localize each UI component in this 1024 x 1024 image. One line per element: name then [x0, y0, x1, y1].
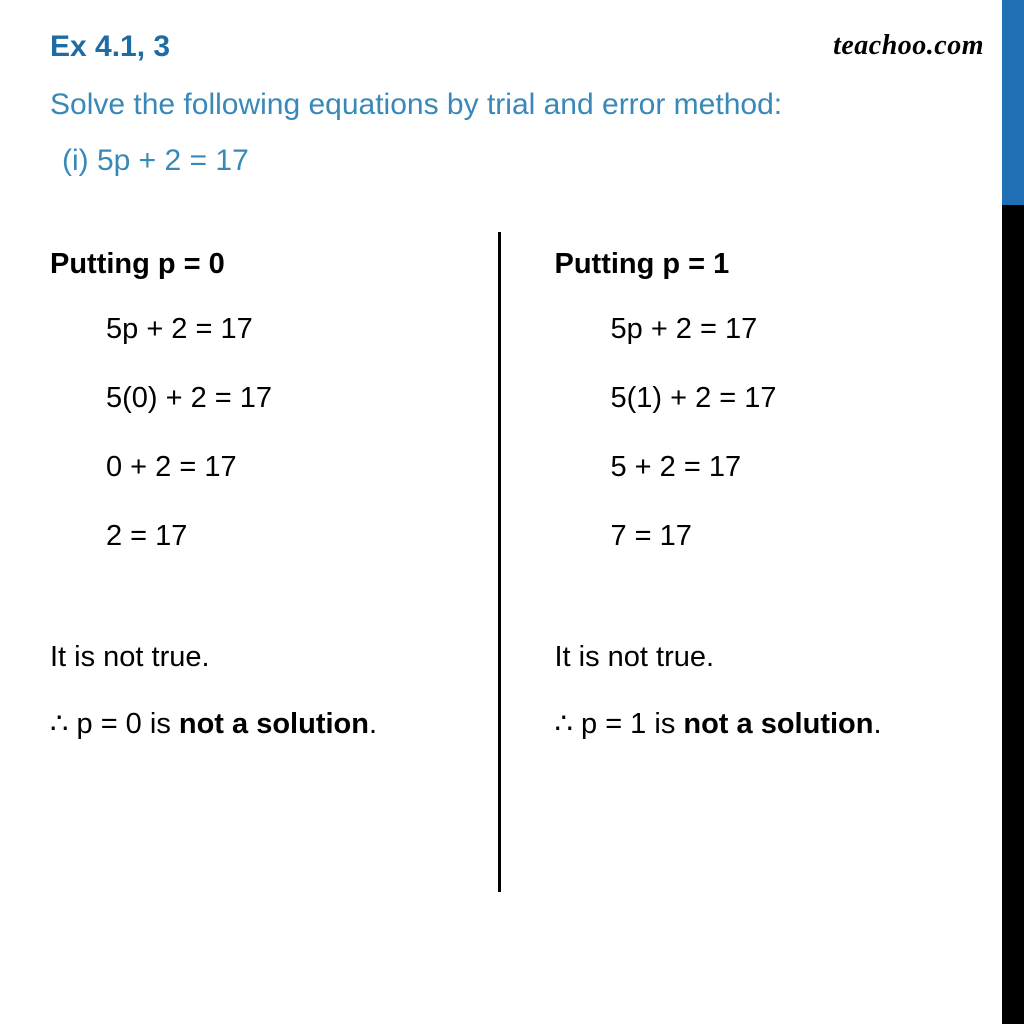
conclusion-bold: not a solution: [683, 708, 873, 740]
conclusion-suffix: .: [873, 708, 881, 740]
equation-line: 5p + 2 = 17: [611, 313, 985, 346]
exercise-number: Ex 4.1, 3: [50, 30, 170, 64]
left-column: Putting p = 0 5p + 2 = 17 5(0) + 2 = 17 …: [50, 248, 500, 741]
equation-line: 5 + 2 = 17: [611, 451, 985, 484]
conclusion-prefix: ∴ p = 0 is: [50, 708, 179, 740]
conclusion-result: ∴ p = 1 is not a solution.: [555, 706, 985, 741]
right-column: Putting p = 1 5p + 2 = 17 5(1) + 2 = 17 …: [500, 248, 985, 741]
equation-line: 5(0) + 2 = 17: [106, 382, 480, 415]
band-blue: [1002, 0, 1024, 205]
right-side-band: [1002, 0, 1024, 1024]
band-black: [1002, 205, 1024, 1024]
conclusion-truth: It is not true.: [50, 641, 480, 674]
question-text: Solve the following equations by trial a…: [50, 88, 984, 122]
solution-columns: Putting p = 0 5p + 2 = 17 5(0) + 2 = 17 …: [50, 248, 984, 741]
conclusion-prefix: ∴ p = 1 is: [555, 708, 684, 740]
conclusion-result: ∴ p = 0 is not a solution.: [50, 706, 480, 741]
conclusion-suffix: .: [369, 708, 377, 740]
conclusion-truth: It is not true.: [555, 641, 985, 674]
header-row: Ex 4.1, 3 teachoo.com: [50, 30, 984, 88]
spacing: [50, 589, 480, 641]
content-area: Ex 4.1, 3 teachoo.com Solve the followin…: [0, 0, 1024, 771]
subquestion: (i) 5p + 2 = 17: [62, 144, 984, 178]
left-heading: Putting p = 0: [50, 248, 480, 281]
equation-line: 5p + 2 = 17: [106, 313, 480, 346]
equation-line: 0 + 2 = 17: [106, 451, 480, 484]
watermark: teachoo.com: [833, 30, 984, 62]
column-divider: [498, 232, 501, 892]
equation-line: 7 = 17: [611, 520, 985, 553]
spacing: [555, 589, 985, 641]
equation-line: 5(1) + 2 = 17: [611, 382, 985, 415]
right-heading: Putting p = 1: [555, 248, 985, 281]
conclusion-bold: not a solution: [179, 708, 369, 740]
equation-line: 2 = 17: [106, 520, 480, 553]
